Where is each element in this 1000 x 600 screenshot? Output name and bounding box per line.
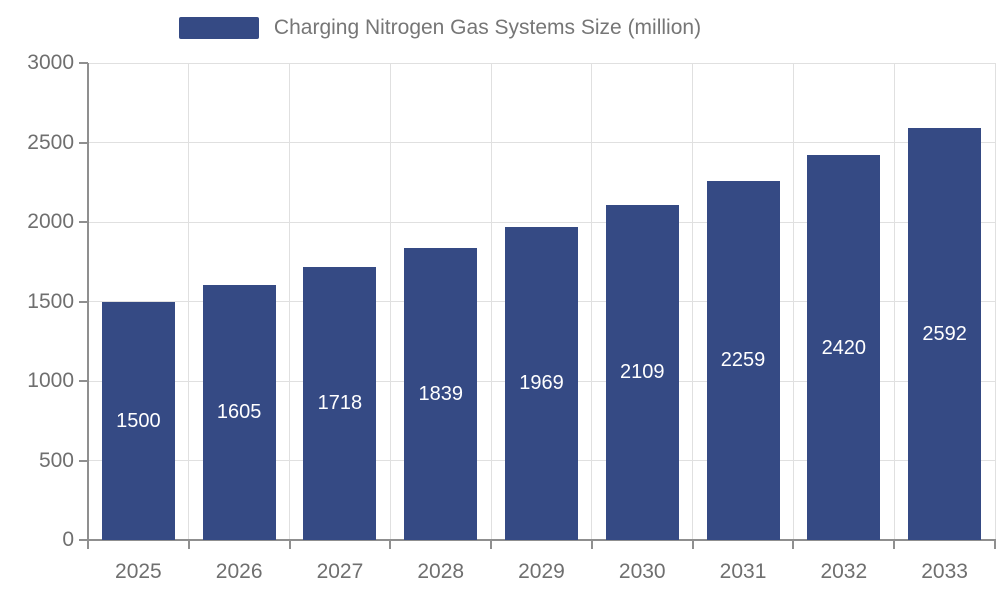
x-grid-line: [591, 63, 593, 540]
y-grid-line: [88, 142, 995, 143]
x-grid-line: [792, 63, 794, 540]
plot-area: 0 500 1000 1500 2000 2500 3000 1500 2025 1605 2026…: [27, 51, 996, 583]
x-axis-tick: [994, 540, 996, 549]
y-axis-label: 1000: [27, 369, 74, 392]
y-axis-tick: [79, 539, 88, 541]
y-axis-tick: [79, 300, 88, 303]
x-grid-line: [994, 63, 996, 540]
x-grid-line: [893, 63, 895, 540]
bar: [505, 226, 578, 540]
y-axis-label: 2500: [27, 130, 74, 154]
bar-value-label: 1605: [216, 401, 262, 424]
bar-value-label: 1718: [317, 392, 363, 415]
bar: [807, 155, 881, 540]
y-axis-label: 500: [38, 448, 74, 472]
x-axis-tick: [389, 540, 392, 549]
x-axis-tick: [893, 540, 896, 549]
y-axis-tick: [79, 221, 88, 223]
y-axis-tick: [79, 380, 88, 382]
x-axis-label: 2026: [215, 560, 263, 583]
bar: [706, 180, 780, 540]
x-axis-tick: [590, 540, 593, 549]
bar: [404, 247, 478, 540]
x-axis-label: 2027: [316, 560, 364, 583]
bar: [303, 266, 377, 540]
x-axis-label: 2030: [618, 560, 666, 583]
x-grid-line: [289, 63, 291, 540]
x-grid-line: [490, 63, 492, 540]
x-axis-tick: [187, 540, 190, 549]
x-axis-label: 2032: [820, 560, 868, 583]
x-axis-label: 2025: [115, 560, 162, 583]
y-axis-line: [87, 63, 89, 540]
x-grid-line: [188, 63, 190, 540]
bar-value-label: 2420: [821, 336, 867, 359]
x-axis-line: [87, 539, 996, 541]
y-axis-label: 1500: [27, 289, 74, 313]
y-axis-label: 0: [62, 528, 74, 551]
y-axis-tick: [79, 459, 88, 462]
y-axis-tick: [79, 141, 88, 144]
x-grid-line: [692, 63, 694, 540]
bar: [605, 204, 679, 540]
y-grid-line: [88, 221, 995, 223]
bar: [908, 127, 982, 540]
bar: [202, 284, 276, 540]
legend: Charging Nitrogen Gas Systems Size (mill…: [0, 16, 1000, 40]
x-axis-label: 2033: [921, 560, 968, 583]
bar-value-label: 1839: [418, 382, 463, 405]
y-axis-label: 2000: [27, 210, 74, 233]
y-grid-line: [88, 62, 995, 64]
x-axis-label: 2029: [518, 560, 565, 583]
legend-label: Charging Nitrogen Gas Systems Size (mill…: [273, 16, 702, 39]
bar: [101, 301, 175, 540]
y-axis-label: 3000: [27, 51, 74, 74]
x-axis-tick: [792, 540, 795, 549]
x-axis-label: 2031: [719, 560, 767, 583]
bar-value-label: 2109: [620, 361, 665, 384]
bar-value-label: 2259: [720, 349, 766, 372]
x-grid-line: [389, 63, 391, 540]
x-axis-label: 2028: [417, 560, 465, 583]
x-axis-tick: [490, 540, 493, 549]
x-axis-tick: [691, 540, 694, 549]
bar-value-label: 1500: [116, 409, 161, 432]
y-axis-tick: [79, 62, 88, 64]
legend-swatch: [178, 17, 259, 39]
x-axis-tick: [288, 540, 291, 549]
x-axis-tick: [87, 540, 89, 549]
bar-value-label: 2592: [922, 322, 967, 345]
bar-value-label: 1969: [519, 372, 564, 395]
